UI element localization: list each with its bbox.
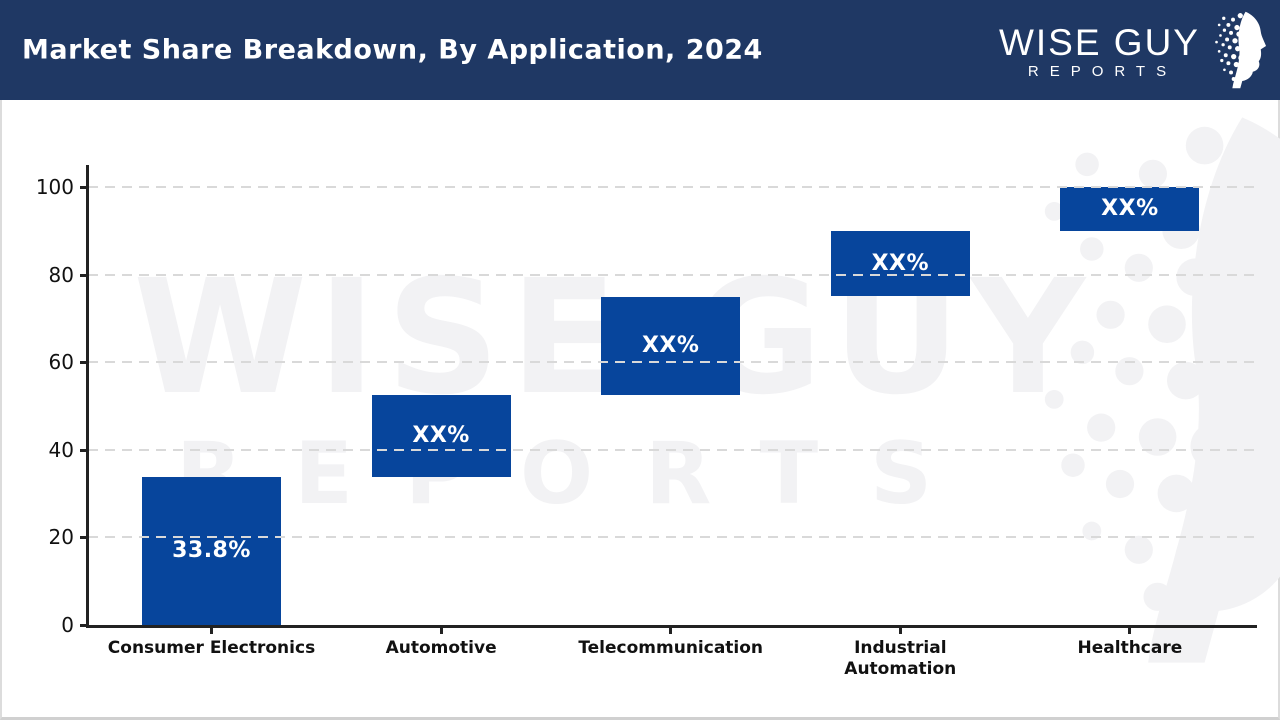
x-tick-mark-consumer-electronics xyxy=(210,625,213,634)
y-tick-mark-0 xyxy=(80,624,88,627)
logo-subtext: REPORTS xyxy=(1027,63,1178,80)
bar-telecommunication: XX% xyxy=(601,296,741,396)
gridline-60 xyxy=(88,361,1255,364)
y-tick-mark-40 xyxy=(80,448,88,452)
category-label-telecommunication: Telecommunication xyxy=(578,638,764,658)
category-label-consumer-electronics: Consumer Electronics xyxy=(107,638,316,658)
bar-consumer-electronics: 33.8% xyxy=(142,476,281,625)
x-tick-mark-automotive xyxy=(439,625,443,634)
wiseguy-logo: WISE GUY REPORTS xyxy=(999,8,1268,92)
bar-value-label-automotive: XX% xyxy=(412,423,470,449)
category-label-industrial-automation: Industrial Automation xyxy=(844,638,957,679)
y-tick-mark-80 xyxy=(80,273,88,277)
x-tick-mark-industrial-automation xyxy=(898,625,902,634)
x-tick-mark-telecommunication xyxy=(669,625,673,634)
y-tick-mark-60 xyxy=(80,361,88,365)
y-axis-line xyxy=(86,165,89,628)
y-tick-label-100: 100 xyxy=(35,175,74,199)
y-tick-mark-20 xyxy=(80,536,88,540)
bar-value-label-consumer-electronics: 33.8% xyxy=(172,538,251,564)
category-label-automotive: Automotive xyxy=(385,638,497,658)
bar-value-label-healthcare: XX% xyxy=(1101,196,1159,222)
bar-value-label-industrial-automation: XX% xyxy=(871,251,930,277)
logo-wordmark: WISE GUY xyxy=(998,22,1200,63)
y-tick-label-20: 20 xyxy=(48,525,74,550)
y-tick-mark-100 xyxy=(80,186,88,189)
gridline-100 xyxy=(88,186,1255,188)
x-axis-line xyxy=(86,625,1257,628)
bar-value-label-telecommunication: XX% xyxy=(641,333,700,359)
bar-healthcare: XX% xyxy=(1060,187,1200,231)
logo-face-dots-icon xyxy=(1215,11,1267,89)
gridline-80 xyxy=(88,273,1255,276)
header-banner: Market Share Breakdown, By Application, … xyxy=(0,0,1280,100)
category-label-healthcare: Healthcare xyxy=(1077,638,1183,658)
y-tick-label-60: 60 xyxy=(48,350,74,375)
bar-automotive: XX% xyxy=(371,395,511,477)
page-title: Market Share Breakdown, By Application, … xyxy=(22,34,763,66)
logo-text: WISE GUY REPORTS xyxy=(999,23,1200,81)
gridline-20 xyxy=(88,536,1255,539)
y-tick-label-0: 0 xyxy=(61,613,74,637)
gridline-40 xyxy=(88,448,1255,451)
y-tick-label-40: 40 xyxy=(48,437,74,462)
y-tick-label-80: 80 xyxy=(48,262,74,287)
bar-industrial-automation: XX% xyxy=(830,230,970,297)
